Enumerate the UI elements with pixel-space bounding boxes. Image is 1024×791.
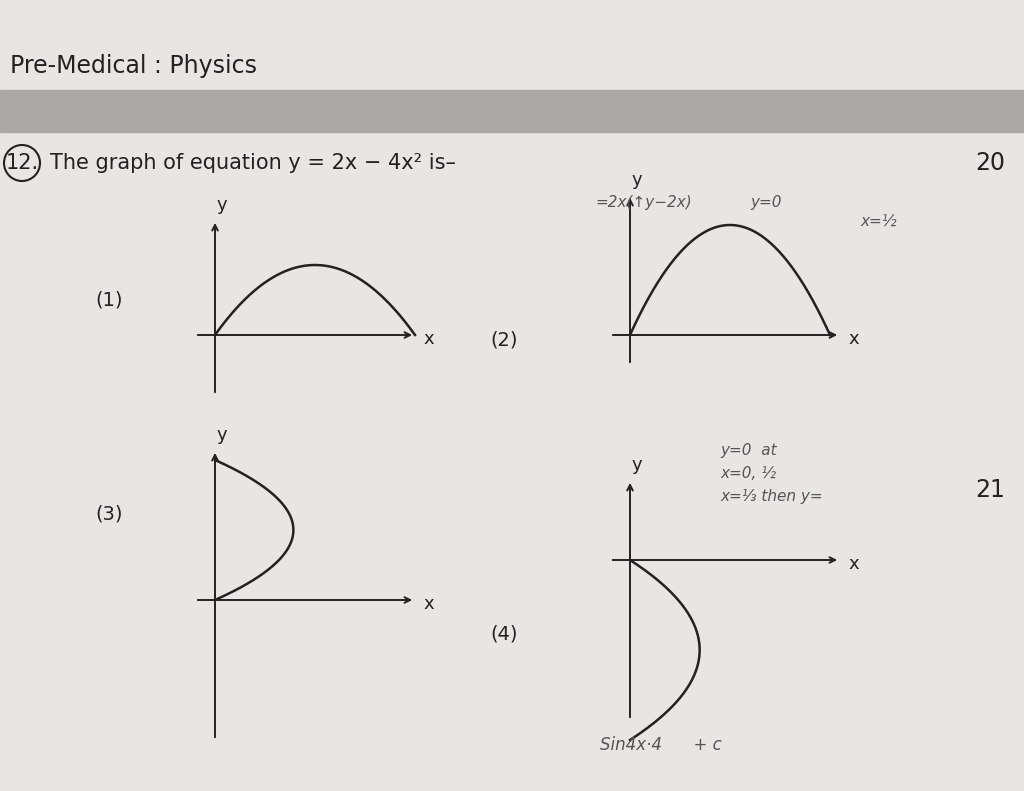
- Text: (4): (4): [490, 625, 517, 644]
- Text: 20: 20: [975, 151, 1005, 175]
- Bar: [0, 90, 1024, 132]
- Text: x: x: [423, 330, 433, 348]
- Text: x: x: [423, 595, 433, 613]
- Text: y: y: [632, 171, 642, 189]
- Text: 12.: 12.: [5, 153, 39, 173]
- Text: x: x: [848, 330, 859, 348]
- Text: y=0: y=0: [750, 195, 781, 210]
- Text: (3): (3): [95, 505, 123, 524]
- Text: (2): (2): [490, 330, 517, 349]
- Text: Pre-Medical : Physics: Pre-Medical : Physics: [10, 54, 257, 78]
- Text: y: y: [217, 196, 227, 214]
- Text: =2x(↑y−2x): =2x(↑y−2x): [595, 195, 692, 210]
- Text: y: y: [632, 456, 642, 474]
- Text: y: y: [217, 426, 227, 444]
- Text: x=½: x=½: [860, 215, 896, 230]
- Text: The graph of equation y = 2x − 4x² is–: The graph of equation y = 2x − 4x² is–: [50, 153, 456, 173]
- Text: x: x: [848, 555, 859, 573]
- Text: x=⅓ then y=: x=⅓ then y=: [720, 489, 822, 504]
- Text: (1): (1): [95, 290, 123, 309]
- Text: 21: 21: [975, 478, 1005, 502]
- Text: x=0, ½: x=0, ½: [720, 466, 776, 481]
- Text: y=0  at: y=0 at: [720, 443, 776, 458]
- Text: Sin4x·4      + c: Sin4x·4 + c: [600, 736, 722, 754]
